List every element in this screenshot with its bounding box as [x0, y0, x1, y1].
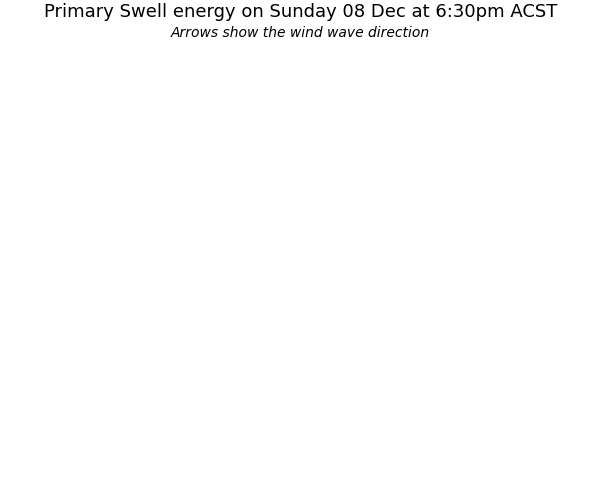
Text: Cartopy not available - install cartopy: Cartopy not available - install cartopy — [169, 259, 432, 273]
Text: Arrows show the wind wave direction: Arrows show the wind wave direction — [171, 26, 430, 40]
Text: Primary Swell energy on Sunday 08 Dec at 6:30pm ACST: Primary Swell energy on Sunday 08 Dec at… — [44, 3, 557, 21]
